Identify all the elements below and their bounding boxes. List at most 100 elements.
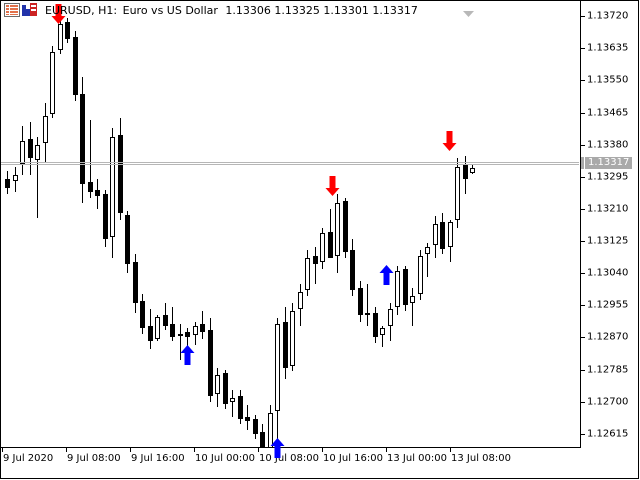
candle-wick [232,390,233,417]
price-axis-label: 1.13550 [587,74,629,86]
candle-wick [37,137,38,219]
chevron-down-icon[interactable] [463,2,474,21]
time-axis-label: 13 Jul 08:00 [451,453,511,464]
price-tick [581,369,585,371]
candle-bullish [305,258,310,291]
data-window-icon[interactable] [4,3,20,17]
candle-bullish [388,309,393,327]
price-axis-label: 1.13635 [587,42,629,54]
price-axis-label: 1.13210 [587,203,629,215]
candle-wick [330,208,331,253]
time-axis-label: 9 Jul 08:00 [67,453,121,464]
candle-bearish [343,201,348,253]
candle-bullish [298,292,303,310]
price-tick [581,305,585,307]
candle-bearish [73,36,78,96]
candle-bearish [350,250,355,291]
plot-bottom-border [1,447,581,448]
time-tick [322,448,323,452]
time-axis-label: 10 Jul 00:00 [195,453,255,464]
candle-bearish [185,331,190,338]
bar-chart-icon[interactable] [22,3,38,17]
candle-bullish [455,167,460,221]
candle-bullish [275,324,280,412]
chart-symbol: EURUSD, H1: [45,3,118,17]
time-axis-label: 9 Jul 16:00 [131,453,185,464]
price-axis-label: 1.12700 [587,396,629,408]
price-axis-label: 1.12955 [587,299,629,311]
price-axis-label: 1.13295 [587,171,629,183]
price-tick [581,80,585,82]
current-price-line [1,162,579,163]
candle-bullish [425,246,430,255]
time-tick [386,448,387,452]
chart-ohlc-values: 1.13306 1.13325 1.13301 1.13317 [225,3,418,17]
price-tick [581,208,585,210]
candle-bullish [335,203,340,257]
candle-bullish [418,256,423,294]
price-tick [581,401,585,403]
price-axis[interactable]: 1.13720 1.13635 1.13550 1.13465 1.13380 1.132… [581,0,639,448]
arrow-down-icon[interactable] [442,131,457,151]
candle-bearish [163,314,168,327]
candle-bearish [140,301,145,328]
time-axis-label: 13 Jul 00:00 [387,453,447,464]
candle-bullish [215,375,220,395]
candle-bearish [260,431,265,447]
candle-bearish [358,288,363,315]
plot-right-border [580,1,581,448]
candle-bearish [65,21,70,39]
candle-bullish [155,316,160,340]
time-axis-label: 10 Jul 08:00 [259,453,319,464]
arrow-up-icon[interactable] [270,438,285,458]
candle-bullish [410,295,415,304]
time-tick [66,448,67,452]
time-axis-label: 10 Jul 16:00 [323,453,383,464]
candle-bearish [373,312,378,338]
current-price-line [1,164,579,165]
price-axis-label: 1.12615 [587,428,629,440]
candle-wick [427,242,428,277]
candle-bullish [320,233,325,262]
candle-bearish [208,329,213,396]
candle-wick [180,324,181,361]
candle-bearish [28,138,33,158]
price-axis-label: 1.13125 [587,235,629,247]
chart-toolbar [4,3,38,17]
price-tick [581,48,585,50]
candle-bearish [238,395,243,419]
price-chart-plot[interactable] [1,1,579,447]
time-tick [130,448,131,452]
current-price-stub [581,157,584,169]
time-tick [194,448,195,452]
candle-bearish [95,189,100,196]
chart-description: Euro vs US Dollar [122,3,218,17]
price-axis-label: 1.13040 [587,267,629,279]
arrow-down-icon[interactable] [325,176,340,196]
candle-bearish [313,256,318,264]
arrow-down-icon[interactable] [51,4,66,24]
price-axis-label: 1.13380 [587,139,629,151]
candle-wick [90,120,91,198]
time-axis-label: 9 Jul 2020 [3,453,54,464]
candle-wick [187,327,188,349]
candle-bearish [328,231,333,258]
candle-bearish [118,135,123,213]
price-tick [581,337,585,339]
time-axis[interactable]: 9 Jul 2020 9 Jul 08:00 9 Jul 16:00 10 Jul 0… [0,448,640,480]
arrow-up-icon[interactable] [180,345,195,365]
candle-bullish [58,23,63,51]
time-tick [2,448,3,452]
price-tick [581,16,585,18]
candle-bullish [290,310,295,366]
candle-bearish [440,222,445,249]
candle-bearish [103,193,108,240]
price-tick [581,273,585,275]
candle-bullish [230,397,235,402]
candle-bullish [43,116,48,143]
candle-wick [315,246,316,285]
candle-bearish [148,326,153,342]
arrow-up-icon[interactable] [379,265,394,285]
candle-bullish [50,52,55,115]
candle-bullish [13,174,18,181]
